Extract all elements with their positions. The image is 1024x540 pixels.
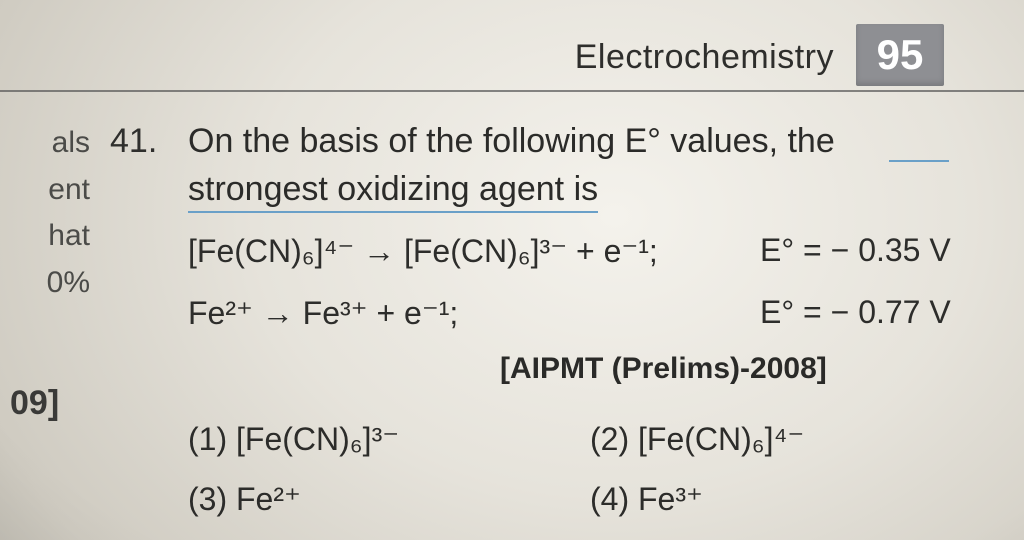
option-2: (2) [Fe(CN)₆]⁴⁻ — [590, 420, 804, 458]
chapter-title: Electrochemistry — [575, 38, 834, 77]
page-scan: Electrochemistry 95 als ent hat 0% 09] 4… — [0, 0, 1024, 540]
margin-fragment: hat — [0, 213, 90, 260]
question-text-line: On the basis of the following E° values,… — [188, 122, 954, 161]
margin-fragment: 0% — [0, 260, 90, 307]
header-rule — [0, 90, 1024, 92]
question-source: [AIPMT (Prelims)-2008] — [500, 352, 827, 386]
equation-left: Fe²⁺ → Fe³⁺ + e⁻¹; — [188, 294, 458, 332]
equation-right: E° = − 0.35 V — [760, 232, 951, 269]
option-4: (4) Fe³⁺ — [590, 480, 703, 518]
question-text-line: strongest oxidizing agent is — [188, 170, 598, 213]
margin-fragment: 09] — [10, 384, 59, 423]
equation-left: [Fe(CN)₆]⁴⁻ → [Fe(CN)₆]³⁻ + e⁻¹; — [188, 232, 658, 270]
margin-fragment: ent — [0, 167, 90, 214]
underline-icon — [889, 160, 949, 162]
option-1: (1) [Fe(CN)₆]³⁻ — [188, 420, 399, 458]
question-number: 41. — [110, 122, 157, 161]
option-3: (3) Fe²⁺ — [188, 480, 301, 518]
page-number-badge: 95 — [856, 24, 944, 86]
margin-fragment: als — [0, 120, 90, 167]
left-margin-fragments: als ent hat 0% — [0, 120, 96, 306]
equation-right: E° = − 0.77 V — [760, 294, 951, 331]
